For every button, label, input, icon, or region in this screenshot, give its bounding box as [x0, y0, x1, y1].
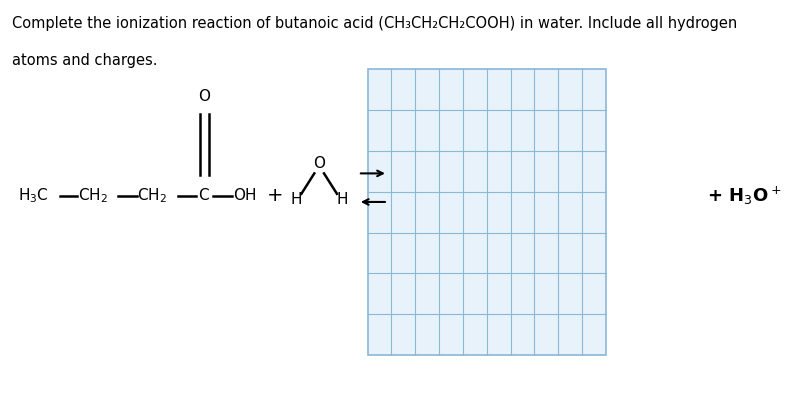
Text: H: H — [336, 193, 347, 207]
Text: C: C — [198, 188, 208, 203]
Text: O: O — [199, 89, 210, 104]
Text: O: O — [314, 156, 325, 171]
Text: H$_3$C: H$_3$C — [18, 186, 48, 205]
Text: CH$_2$: CH$_2$ — [78, 186, 107, 205]
Text: + H$_3$O$^+$: + H$_3$O$^+$ — [707, 185, 781, 207]
Bar — [368, 69, 606, 355]
Text: OH: OH — [233, 188, 256, 203]
Text: CH$_2$: CH$_2$ — [137, 186, 167, 205]
Text: atoms and charges.: atoms and charges. — [12, 53, 158, 68]
Text: H: H — [291, 193, 302, 207]
Text: Complete the ionization reaction of butanoic acid (CH₃CH₂CH₂COOH) in water. Incl: Complete the ionization reaction of buta… — [12, 16, 738, 31]
Text: +: + — [267, 186, 283, 205]
